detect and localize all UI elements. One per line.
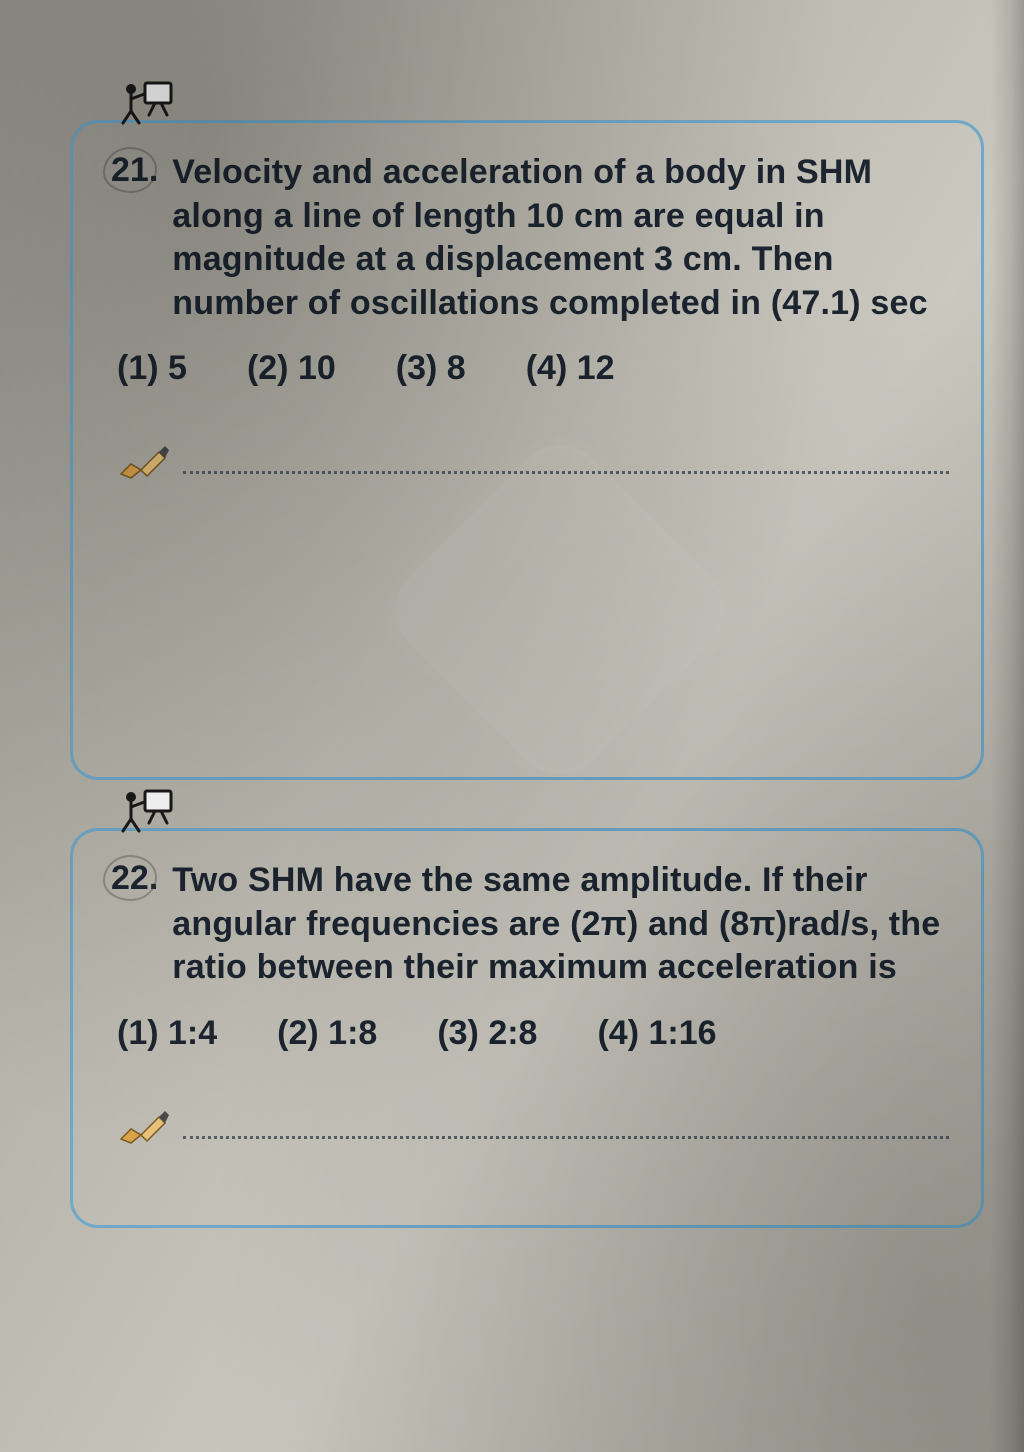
option-label: (3) bbox=[396, 349, 438, 387]
option-1: (1) 1:4 bbox=[117, 1014, 217, 1053]
question-row: 21. Velocity and acceleration of a body … bbox=[111, 151, 949, 325]
question-card-21: 21. Velocity and acceleration of a body … bbox=[70, 120, 984, 780]
option-value: 8 bbox=[447, 349, 466, 387]
option-value: 5 bbox=[168, 349, 187, 387]
question-number: 22. bbox=[111, 859, 162, 897]
option-value: 10 bbox=[298, 349, 336, 387]
option-label: (2) bbox=[247, 349, 289, 387]
option-value: 1:8 bbox=[328, 1014, 377, 1052]
option-3: (3) 2:8 bbox=[437, 1014, 537, 1053]
answer-row bbox=[117, 1105, 949, 1145]
option-3: (3) 8 bbox=[396, 349, 466, 388]
option-value: 2:8 bbox=[488, 1014, 537, 1052]
answer-dotted-line bbox=[183, 471, 949, 474]
writing-hand-icon bbox=[117, 1105, 171, 1145]
option-1: (1) 5 bbox=[117, 349, 187, 388]
option-4: (4) 1:16 bbox=[597, 1014, 716, 1053]
options-row: (1) 1:4 (2) 1:8 (3) 2:8 (4) 1:16 bbox=[117, 1014, 949, 1053]
option-2: (2) 10 bbox=[247, 349, 336, 388]
option-value: 12 bbox=[577, 349, 615, 387]
option-label: (1) bbox=[117, 1014, 159, 1052]
options-row: (1) 5 (2) 10 (3) 8 (4) 12 bbox=[117, 349, 949, 388]
page-root: 21. Velocity and acceleration of a body … bbox=[0, 0, 1024, 1452]
answer-dotted-line bbox=[183, 1136, 949, 1139]
question-number-wrap: 21. bbox=[111, 151, 162, 190]
question-text: Two SHM have the same amplitude. If thei… bbox=[172, 859, 949, 990]
option-value: 1:16 bbox=[648, 1014, 716, 1052]
option-label: (4) bbox=[526, 349, 568, 387]
writing-hand-icon bbox=[117, 440, 171, 480]
option-label: (4) bbox=[597, 1014, 639, 1052]
option-label: (1) bbox=[117, 349, 159, 387]
option-2: (2) 1:8 bbox=[277, 1014, 377, 1053]
question-card-22: 22. Two SHM have the same amplitude. If … bbox=[70, 828, 984, 1228]
presenter-icon bbox=[119, 81, 175, 125]
question-text: Velocity and acceleration of a body in S… bbox=[172, 151, 949, 325]
presenter-icon bbox=[119, 789, 175, 833]
option-label: (3) bbox=[437, 1014, 479, 1052]
question-number-wrap: 22. bbox=[111, 859, 162, 898]
option-value: 1:4 bbox=[168, 1014, 217, 1052]
question-number: 21. bbox=[111, 151, 162, 189]
question-row: 22. Two SHM have the same amplitude. If … bbox=[111, 859, 949, 990]
answer-row bbox=[117, 440, 949, 480]
option-4: (4) 12 bbox=[526, 349, 615, 388]
option-label: (2) bbox=[277, 1014, 319, 1052]
